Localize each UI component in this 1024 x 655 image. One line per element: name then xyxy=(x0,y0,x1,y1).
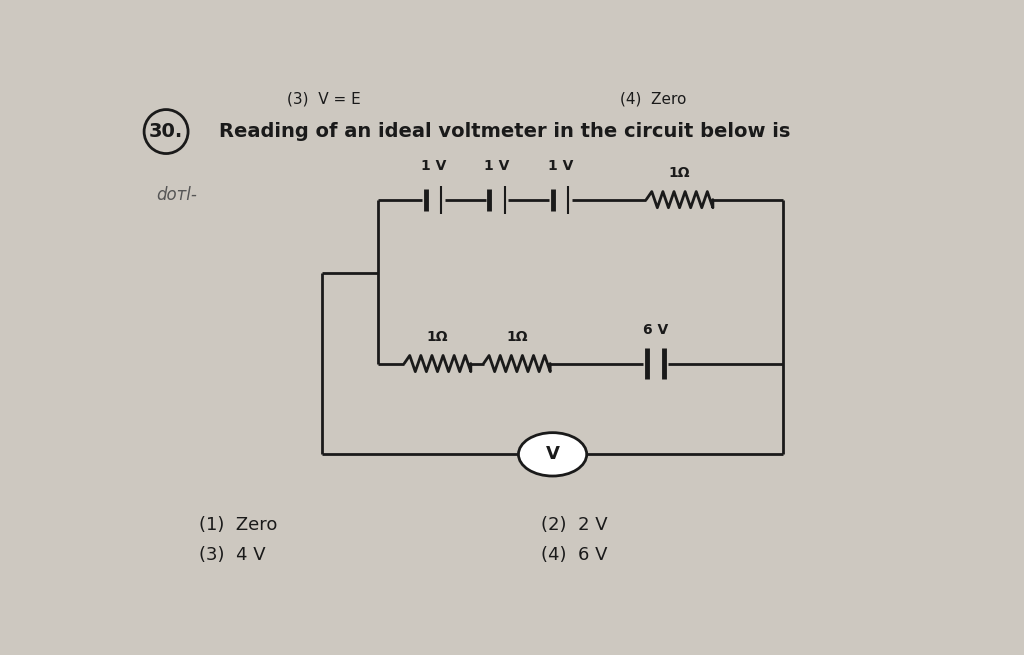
Text: (2)  2 V: (2) 2 V xyxy=(541,516,607,534)
Text: 1 V: 1 V xyxy=(421,159,446,173)
Text: doᴛl-: doᴛl- xyxy=(156,185,197,204)
Text: (1)  Zero: (1) Zero xyxy=(200,516,278,534)
Text: 1 V: 1 V xyxy=(548,159,573,173)
Text: (4)  Zero: (4) Zero xyxy=(620,91,686,106)
Text: 1Ω: 1Ω xyxy=(427,330,449,345)
Circle shape xyxy=(518,433,587,476)
Text: Reading of an ideal voltmeter in the circuit below is: Reading of an ideal voltmeter in the cir… xyxy=(219,122,791,141)
Text: 1Ω: 1Ω xyxy=(669,166,690,181)
Text: V: V xyxy=(546,445,559,463)
Text: (4)  6 V: (4) 6 V xyxy=(541,546,607,564)
Text: (3)  V = E: (3) V = E xyxy=(287,91,360,106)
Text: 6 V: 6 V xyxy=(643,324,669,337)
Text: 1 V: 1 V xyxy=(484,159,510,173)
Text: (3)  4 V: (3) 4 V xyxy=(200,546,266,564)
Text: 30.: 30. xyxy=(148,122,183,141)
Text: 1Ω: 1Ω xyxy=(506,330,527,345)
